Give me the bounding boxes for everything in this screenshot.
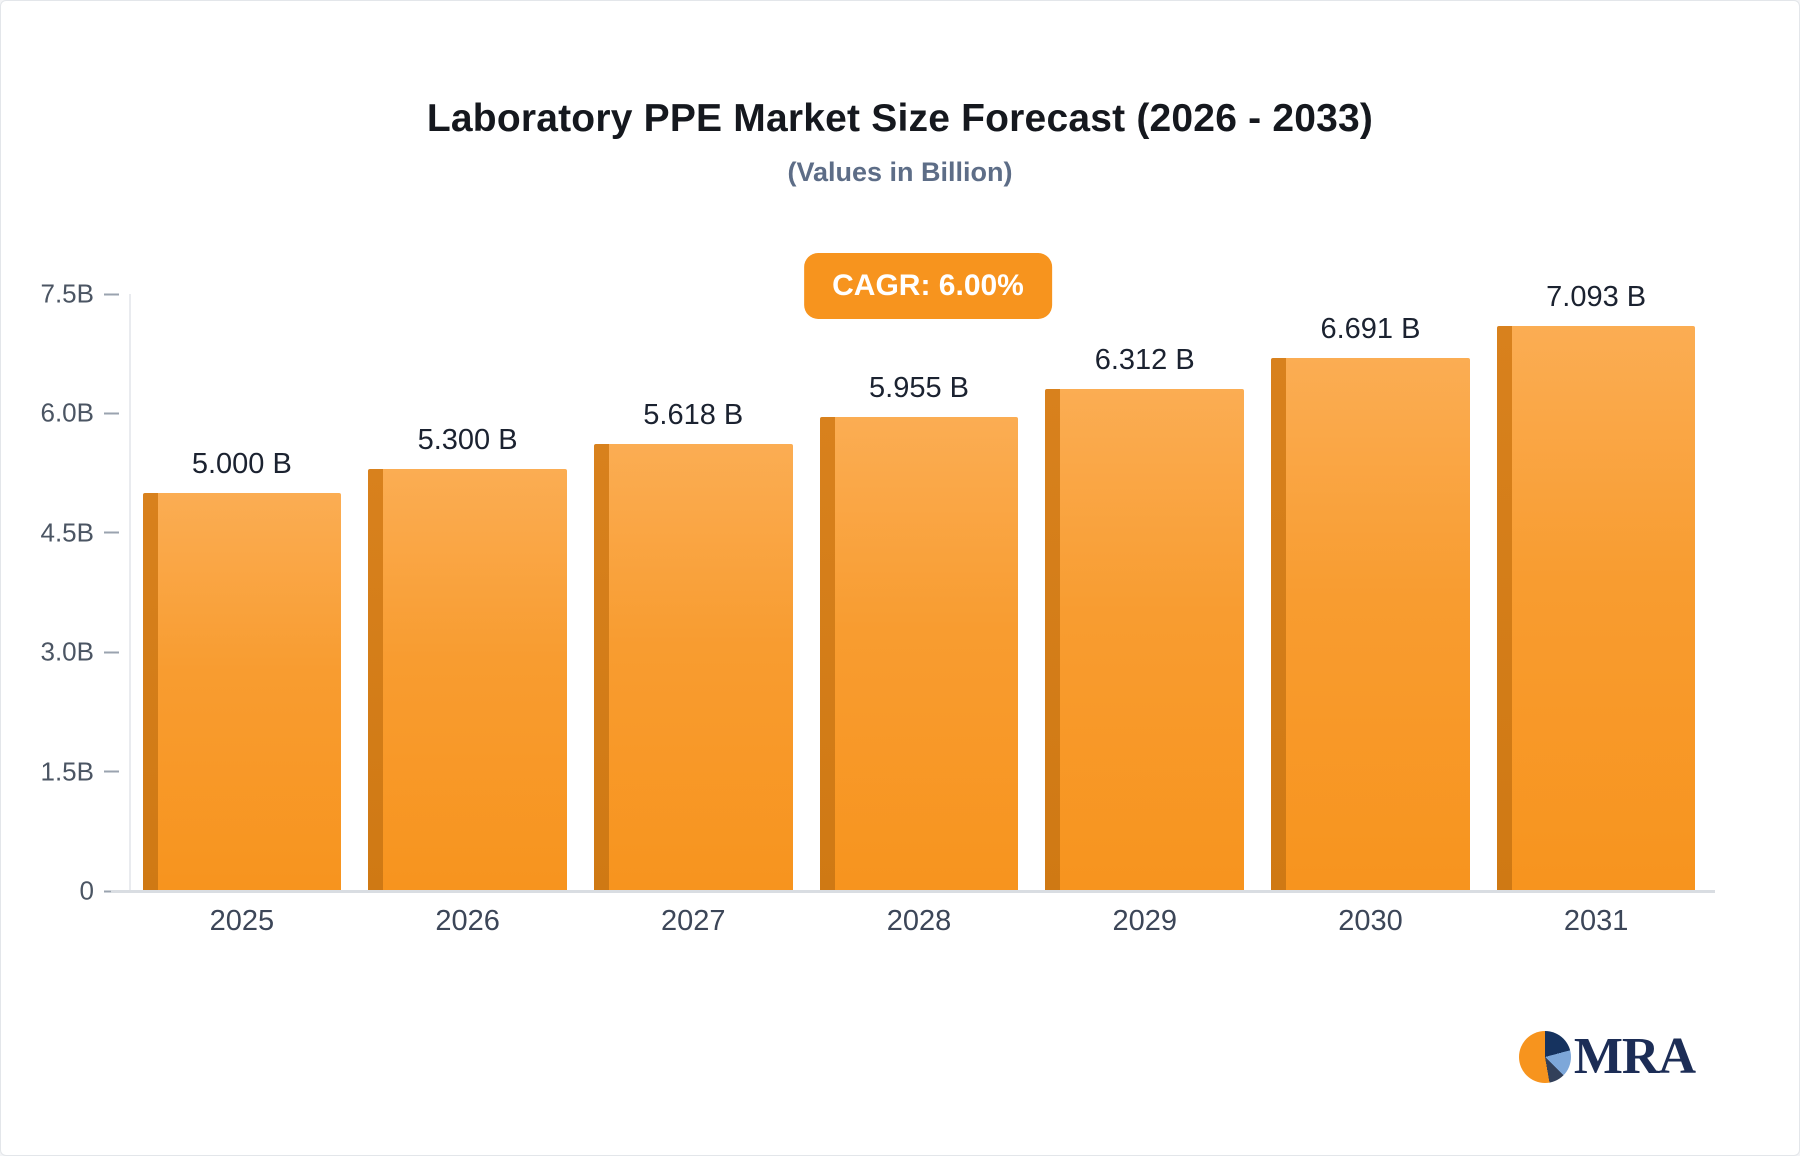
y-tick-3.0B: 3.0B (41, 637, 130, 668)
bar-value-label: 5.000 B (191, 448, 292, 480)
plot-area: 5.000 B 5.300 B 5.618 B 5.955 B 6.312 B 6.691… (111, 281, 1715, 937)
chart-subtitle: (Values in Billion) (787, 157, 1013, 187)
y-axis: 7.5B 6.0B 4.5B 3.0B 1.5B 0 (1, 279, 130, 906)
bar-series: 5.000 B 5.300 B 5.618 B 5.955 B 6.312 B 6.691… (129, 214, 1709, 891)
pie-chart-logo-icon (1518, 1031, 1571, 1083)
bar-2030 (1271, 358, 1470, 891)
bar-face (157, 493, 342, 891)
bar-2025 (142, 493, 342, 891)
chart-title: Laboratory PPE Market Size Forecast (202… (426, 97, 1374, 140)
x-axis-label-2029: 2029 (1112, 905, 1177, 937)
y-tick-mark (104, 531, 119, 534)
bar-slot-2026: 5.300 B (355, 424, 581, 891)
bar-face (608, 443, 793, 891)
bar-face (1286, 358, 1470, 891)
y-tick-label: 4.5B (40, 517, 95, 548)
x-axis-label-2026: 2026 (435, 905, 500, 937)
bar-3d-side (1045, 388, 1061, 891)
cagr-badge: CAGR: 6.00% (804, 253, 1052, 319)
bar-2027 (593, 443, 793, 891)
y-tick-mark (104, 412, 119, 415)
x-axis-label-2027: 2027 (661, 905, 726, 937)
x-axis-labels: 2025 2026 2027 2028 2029 2030 2031 (129, 905, 1709, 938)
bar-value-label: 5.300 B (417, 424, 518, 457)
y-tick-label: 0 (79, 875, 94, 906)
mra-logo: MRA (1518, 1028, 1696, 1085)
y-tick-mark (104, 293, 119, 295)
logo-text: MRA (1573, 1028, 1696, 1085)
x-axis-label-2025: 2025 (209, 905, 275, 937)
bar-2026 (368, 469, 567, 891)
bar-value-label: 5.618 B (643, 398, 744, 431)
bar-face (1060, 388, 1245, 891)
bar-slot-2027: 5.618 B (580, 399, 806, 891)
bar-2031 (1496, 326, 1696, 891)
bar-slot-2025: 5.000 B (129, 448, 355, 891)
y-tick-mark (104, 770, 119, 773)
y-tick-label: 1.5B (40, 756, 95, 787)
y-tick-label: 7.5B (40, 278, 95, 309)
x-axis-label-2028: 2028 (886, 905, 952, 937)
y-tick-7.5B: 7.5B (41, 279, 130, 310)
x-axis-label-2030: 2030 (1338, 905, 1403, 937)
bar-3d-side (368, 469, 384, 891)
bar-slot-2031: 7.093 B (1483, 281, 1709, 891)
bar-3d-side (1271, 358, 1287, 891)
bar-value-label: 5.955 B (869, 371, 969, 404)
bar-value-label: 7.093 B (1546, 281, 1647, 314)
y-tick-mark (104, 651, 119, 654)
bar-3d-side (819, 416, 835, 891)
bar-3d-side (593, 443, 609, 891)
bar-3d-side (1496, 326, 1512, 891)
bar-face (383, 469, 567, 891)
y-tick-label: 6.0B (40, 397, 95, 428)
y-tick-label: 3.0B (40, 636, 95, 667)
x-axis-label-2031: 2031 (1563, 905, 1629, 937)
bar-face (1511, 326, 1696, 891)
bar-value-label: 6.691 B (1320, 313, 1421, 346)
y-tick-1.5B: 1.5B (41, 756, 130, 787)
bar-3d-side (142, 493, 158, 891)
bar-slot-2028: 5.955 B (806, 372, 1032, 891)
bar-slot-2029: 6.312 B (1032, 344, 1258, 891)
y-tick-6.0B: 6.0B (41, 398, 130, 429)
bar-2029 (1045, 388, 1245, 891)
bar-face (834, 416, 1019, 891)
y-axis-line (129, 294, 131, 891)
bar-slot-2030: 6.691 B (1258, 313, 1484, 891)
bar-2028 (819, 416, 1019, 891)
y-tick-4.5B: 4.5B (41, 517, 130, 548)
bar-value-label: 6.312 B (1094, 343, 1195, 376)
x-axis-line (111, 890, 1715, 893)
